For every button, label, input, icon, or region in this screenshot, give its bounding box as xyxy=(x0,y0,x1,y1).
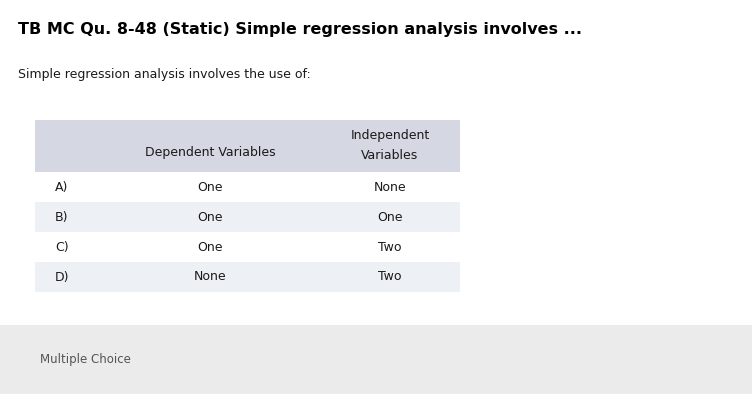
Text: None: None xyxy=(374,180,406,193)
Bar xyxy=(35,232,460,262)
Text: Two: Two xyxy=(378,271,402,284)
Text: Multiple Choice: Multiple Choice xyxy=(40,353,131,366)
Text: One: One xyxy=(197,180,223,193)
Text: One: One xyxy=(197,240,223,253)
Text: D): D) xyxy=(55,271,69,284)
Text: C): C) xyxy=(55,240,68,253)
Text: One: One xyxy=(197,210,223,223)
Text: Two: Two xyxy=(378,240,402,253)
Text: Simple regression analysis involves the use of:: Simple regression analysis involves the … xyxy=(18,68,311,81)
Bar xyxy=(35,202,460,232)
Text: B): B) xyxy=(55,210,68,223)
Text: Variables: Variables xyxy=(362,149,419,162)
Text: Dependent Variables: Dependent Variables xyxy=(144,146,275,159)
Text: Independent: Independent xyxy=(350,129,429,142)
Bar xyxy=(35,172,460,202)
Text: TB MC Qu. 8-48 (Static) Simple regression analysis involves ...: TB MC Qu. 8-48 (Static) Simple regressio… xyxy=(18,22,582,37)
Bar xyxy=(35,262,460,292)
Text: One: One xyxy=(378,210,403,223)
Text: A): A) xyxy=(55,180,68,193)
Text: None: None xyxy=(194,271,226,284)
Bar xyxy=(35,120,460,172)
Bar xyxy=(0,325,752,394)
